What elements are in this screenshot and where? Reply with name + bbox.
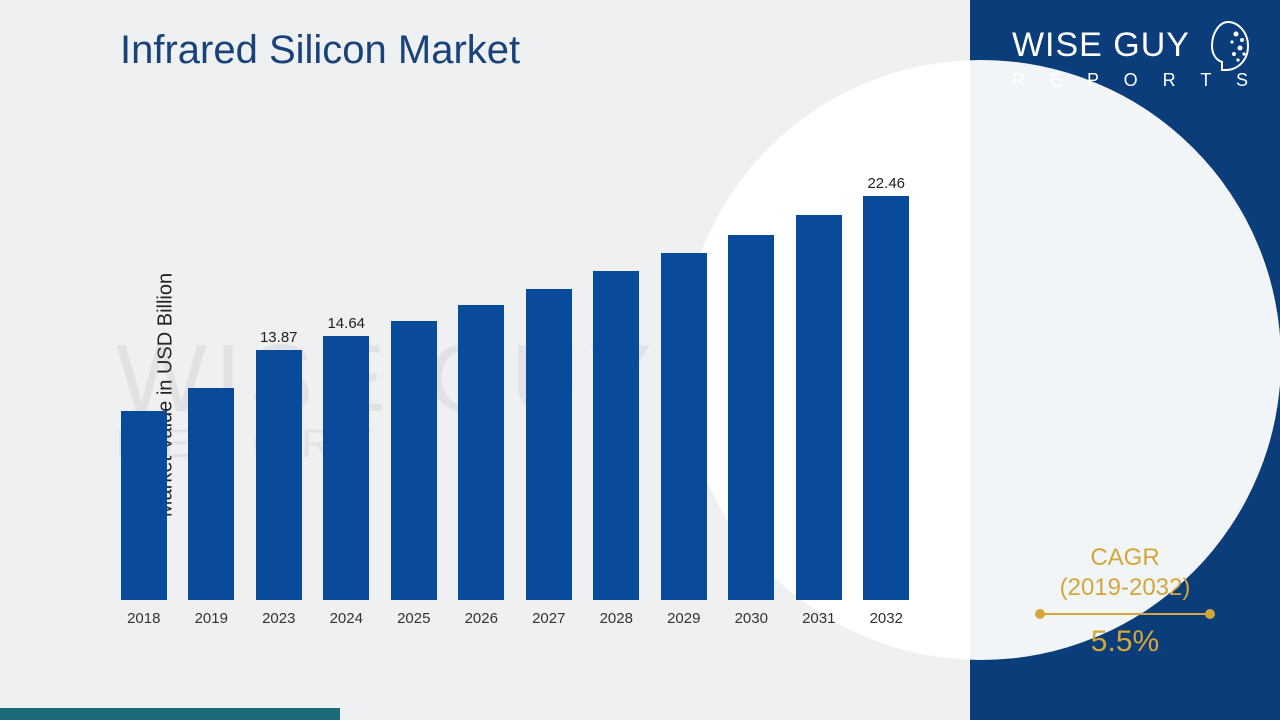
bar [796,215,842,600]
x-tick-label: 2028 [583,604,651,640]
x-tick-label: 2032 [853,604,921,640]
bar [728,235,774,600]
x-tick-label: 2019 [178,604,246,640]
bar [121,411,167,600]
bar [593,271,639,600]
x-tick-label: 2027 [515,604,583,640]
bar-column [718,150,786,600]
bar [391,321,437,600]
x-tick-label: 2031 [785,604,853,640]
x-tick-label: 2030 [718,604,786,640]
right-panel: WISE GUY R E P O R T S CAG [970,0,1280,720]
page-root: WISE GUY R E P O R T S CAG [0,0,1280,720]
bar-column [515,150,583,600]
chart-area: Market Value in USD Billion WISE GUY REP… [56,150,926,640]
bar-column [650,150,718,600]
logo-text-2: R E P O R T S [1012,70,1258,91]
bar-column [448,150,516,600]
bar [256,350,302,600]
bar-column [583,150,651,600]
bar-column [380,150,448,600]
bar [661,253,707,600]
chart-title: Infrared Silicon Market [120,28,520,73]
bar [323,336,369,600]
bar-column: 14.64 [313,150,381,600]
x-tick-label: 2026 [448,604,516,640]
bar-column [110,150,178,600]
x-tick-label: 2024 [313,604,381,640]
cagr-value: 5.5% [970,623,1280,661]
bar [863,196,909,600]
bar-column [178,150,246,600]
brand-logo: WISE GUY R E P O R T S [1012,18,1258,91]
bar-column: 22.46 [853,150,921,600]
bar [458,305,504,600]
bar-value-label: 22.46 [867,175,905,192]
cagr-divider [1040,613,1210,615]
bar [188,388,234,600]
bars-container: 13.87 14.64 22.46 [104,150,926,600]
logo-text-1: WISE GUY [1012,26,1190,65]
footer-accent-bar [0,708,340,720]
x-tick-label: 2029 [650,604,718,640]
logo-head-icon [1198,18,1252,72]
x-tick-label: 2025 [380,604,448,640]
bar-column [785,150,853,600]
logo-line-1: WISE GUY [1012,18,1258,72]
plot-region: 13.87 14.64 22.46 [104,150,926,600]
cagr-label-1: CAGR [970,543,1280,573]
cagr-block: CAGR (2019-2032) 5.5% [970,543,1280,661]
cagr-label-2: (2019-2032) [970,573,1280,603]
bar [526,289,572,600]
x-tick-label: 2023 [245,604,313,640]
x-axis-labels: 2018201920232024202520262027202820292030… [104,604,926,640]
x-tick-label: 2018 [110,604,178,640]
bar-value-label: 14.64 [327,315,365,332]
bar-value-label: 13.87 [260,329,298,346]
bar-column: 13.87 [245,150,313,600]
